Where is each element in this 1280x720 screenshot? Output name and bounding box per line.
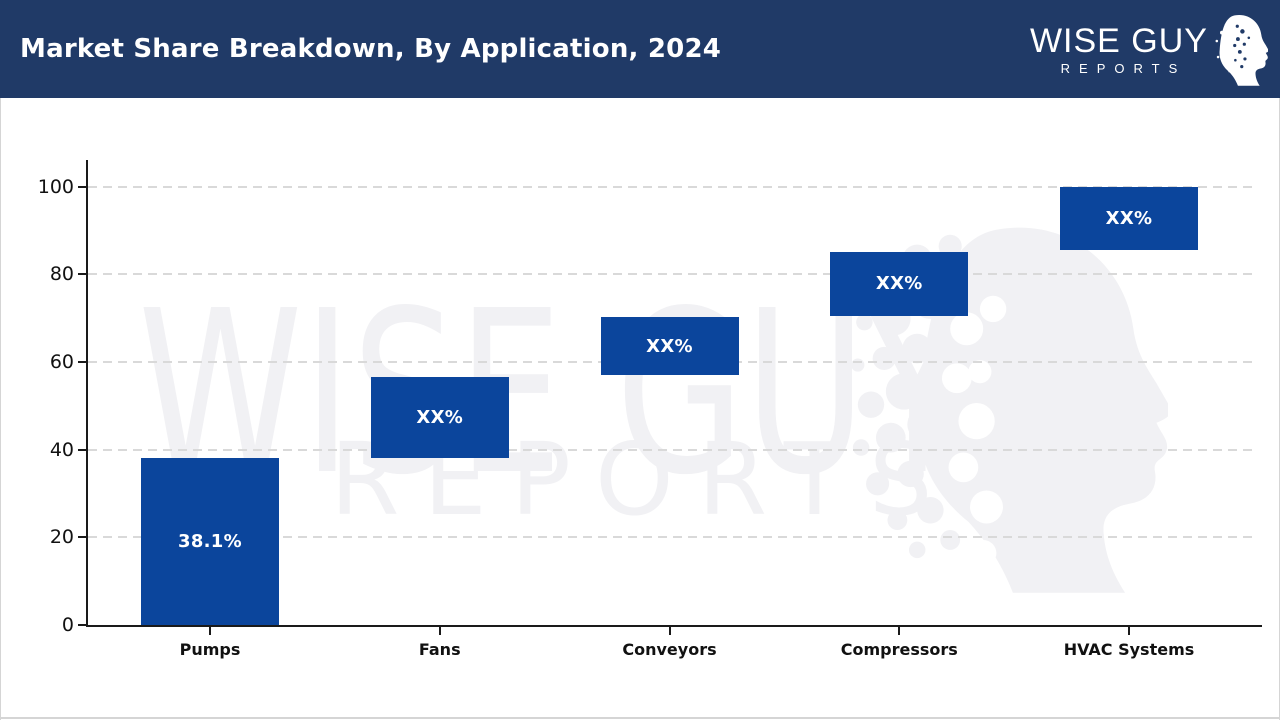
y-tick-label: 40 xyxy=(49,438,74,461)
y-tick-mark xyxy=(78,185,86,188)
x-tick-mark xyxy=(438,627,441,635)
bar-pumps: 38.1% xyxy=(141,457,279,625)
y-tick-label: 0 xyxy=(61,614,74,636)
bar-conveyors: XX% xyxy=(600,316,739,376)
bar-fans: XX% xyxy=(370,376,509,458)
gridline-20 xyxy=(88,536,1256,539)
left-border xyxy=(0,98,1,720)
x-tick-mark xyxy=(668,627,671,635)
y-tick-mark xyxy=(78,536,86,539)
y-tick-mark xyxy=(78,360,86,363)
bar-hvac-systems: XX% xyxy=(1060,186,1198,251)
header: Market Share Breakdown, By Application, … xyxy=(0,0,1280,98)
logo: WISE GUY REPORTS xyxy=(1030,0,1268,98)
y-tick-mark xyxy=(78,624,86,626)
logo-wordmark: WISE GUY xyxy=(1029,21,1208,60)
gridline-40 xyxy=(88,448,1256,451)
bar-value-label: XX% xyxy=(416,406,464,428)
x-axis-spine xyxy=(86,625,1262,627)
gridline-80 xyxy=(88,273,1256,276)
x-category-label: HVAC Systems xyxy=(1063,640,1195,659)
wiseguy-head-icon xyxy=(1215,14,1268,86)
page-title: Market Share Breakdown, By Application, … xyxy=(20,34,722,64)
x-category-label: Compressors xyxy=(840,640,958,659)
x-tick-mark xyxy=(209,627,211,635)
bar-compressors: XX% xyxy=(830,251,969,316)
bar-value-label: XX% xyxy=(1105,207,1153,229)
x-category-label: Fans xyxy=(418,640,461,659)
gridline-100 xyxy=(88,185,1256,188)
x-category-label: Pumps xyxy=(179,640,241,659)
bar-value-label: XX% xyxy=(875,273,923,295)
y-tick-label: 20 xyxy=(49,526,74,549)
logo-subtitle: REPORTS xyxy=(1060,60,1187,76)
x-tick-mark xyxy=(1128,627,1130,635)
logo-text: WISE GUY REPORTS xyxy=(1030,24,1208,75)
y-tick-mark xyxy=(78,273,86,276)
y-tick-label: 100 xyxy=(37,175,74,198)
bar-value-label: XX% xyxy=(646,335,693,357)
x-tick-mark xyxy=(898,627,901,635)
bar-value-label: 38.1% xyxy=(178,530,242,552)
y-tick-mark xyxy=(78,448,86,451)
y-tick-label: 60 xyxy=(49,350,74,373)
x-category-label: Conveyors xyxy=(622,640,717,659)
y-tick-label: 80 xyxy=(49,263,74,286)
bottom-border xyxy=(0,717,1280,719)
y-axis-spine xyxy=(86,160,88,627)
